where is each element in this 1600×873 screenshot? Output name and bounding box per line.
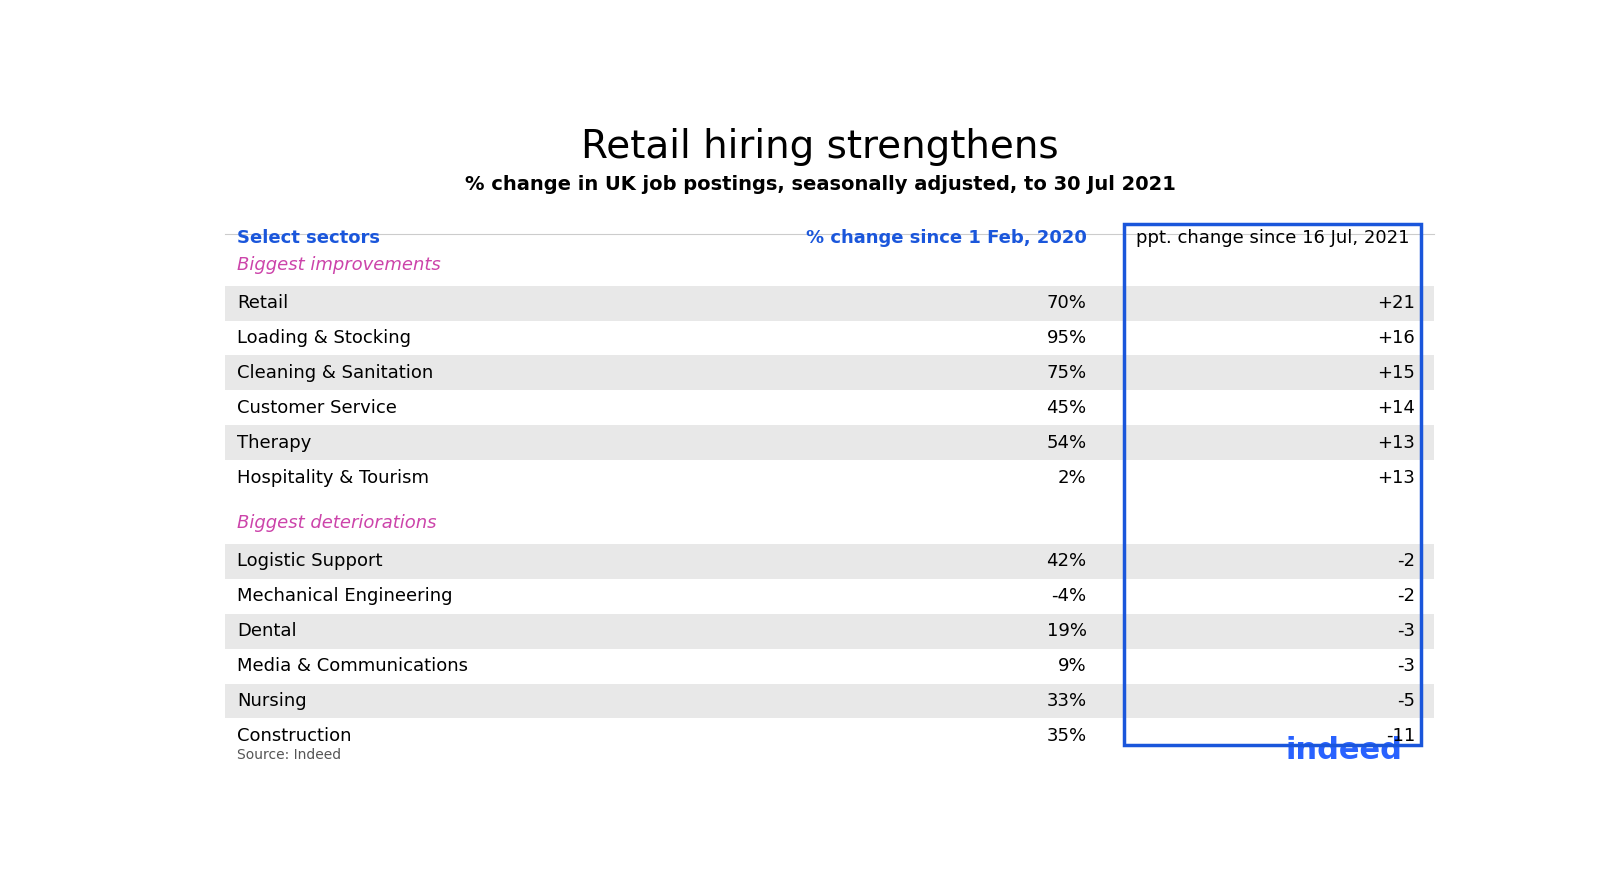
Bar [1123, 223, 1421, 745]
Text: Select sectors: Select sectors [237, 229, 381, 247]
Text: % change in UK job postings, seasonally adjusted, to 30 Jul 2021: % change in UK job postings, seasonally … [464, 175, 1176, 195]
Text: Loading & Stocking: Loading & Stocking [237, 329, 411, 347]
Text: 45%: 45% [1046, 399, 1086, 417]
Text: ppt. change since 16 Jul, 2021: ppt. change since 16 Jul, 2021 [1136, 229, 1410, 247]
Text: Logistic Support: Logistic Support [237, 553, 382, 570]
Text: -11: -11 [1386, 727, 1416, 745]
Text: -2: -2 [1397, 553, 1416, 570]
Text: 75%: 75% [1046, 364, 1086, 382]
Text: indeed: indeed [1286, 736, 1403, 765]
Text: Therapy: Therapy [237, 434, 312, 452]
Text: 2%: 2% [1058, 469, 1086, 487]
Text: Construction: Construction [237, 727, 352, 745]
Text: -4%: -4% [1051, 588, 1086, 605]
Text: +15: +15 [1378, 364, 1416, 382]
Text: Retail: Retail [237, 294, 288, 312]
Text: Biggest improvements: Biggest improvements [237, 256, 442, 274]
Text: 42%: 42% [1046, 553, 1086, 570]
Text: +21: +21 [1378, 294, 1416, 312]
Text: -3: -3 [1397, 622, 1416, 640]
Text: Cleaning & Sanitation: Cleaning & Sanitation [237, 364, 434, 382]
Text: -2: -2 [1397, 588, 1416, 605]
Text: Media & Communications: Media & Communications [237, 657, 469, 675]
Text: 54%: 54% [1046, 434, 1086, 452]
Text: 9%: 9% [1058, 657, 1086, 675]
Text: Nursing: Nursing [237, 692, 307, 710]
Text: Mechanical Engineering: Mechanical Engineering [237, 588, 453, 605]
Text: -5: -5 [1397, 692, 1416, 710]
Text: Source: Indeed: Source: Indeed [237, 748, 341, 762]
Text: 35%: 35% [1046, 727, 1086, 745]
Text: +14: +14 [1378, 399, 1416, 417]
Text: % change since 1 Feb, 2020: % change since 1 Feb, 2020 [806, 229, 1086, 247]
Text: 33%: 33% [1046, 692, 1086, 710]
Text: Retail hiring strengthens: Retail hiring strengthens [581, 128, 1059, 166]
Bar [224, 425, 1434, 460]
Text: -3: -3 [1397, 657, 1416, 675]
Text: 95%: 95% [1046, 329, 1086, 347]
Text: +13: +13 [1378, 469, 1416, 487]
Text: 70%: 70% [1046, 294, 1086, 312]
Text: +13: +13 [1378, 434, 1416, 452]
Bar [224, 684, 1434, 718]
Bar [224, 614, 1434, 649]
Text: +16: +16 [1378, 329, 1416, 347]
Text: Biggest deteriorations: Biggest deteriorations [237, 514, 437, 533]
Text: Hospitality & Tourism: Hospitality & Tourism [237, 469, 429, 487]
Bar [224, 355, 1434, 390]
Text: Customer Service: Customer Service [237, 399, 397, 417]
Bar [224, 285, 1434, 320]
Text: 19%: 19% [1046, 622, 1086, 640]
Text: Dental: Dental [237, 622, 298, 640]
Bar [224, 544, 1434, 579]
